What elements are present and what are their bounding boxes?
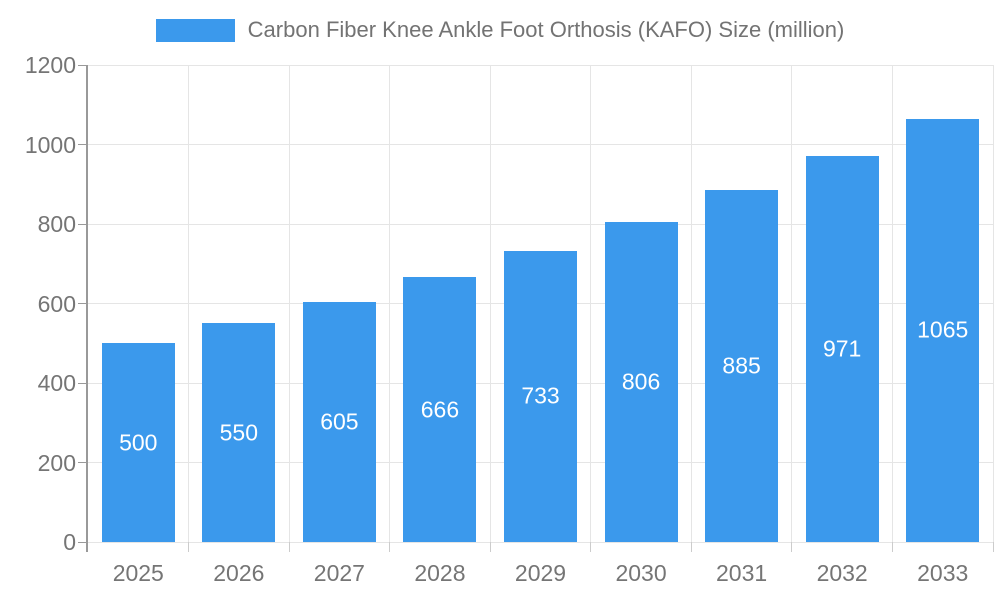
bar[interactable]: 885 <box>705 190 779 542</box>
gridline-vertical <box>690 65 692 542</box>
x-axis-tick <box>389 542 391 552</box>
legend-item[interactable]: Carbon Fiber Knee Ankle Foot Orthosis (K… <box>0 17 1000 43</box>
y-axis-tick <box>78 382 86 384</box>
x-axis-tick <box>590 542 592 552</box>
bar-value-label: 605 <box>320 408 359 435</box>
bar-value-label: 1065 <box>917 316 969 343</box>
x-tick-label: 2032 <box>816 560 868 586</box>
x-tick-label: 2030 <box>615 560 667 586</box>
bar[interactable]: 605 <box>302 301 376 542</box>
y-tick-label: 200 <box>37 449 76 476</box>
gridline-vertical <box>791 65 793 542</box>
x-axis-tick <box>188 542 190 552</box>
bar[interactable]: 806 <box>604 221 678 542</box>
x-tick-label: 2033 <box>917 560 969 586</box>
gridline-vertical <box>992 65 994 542</box>
gridline-vertical <box>188 65 190 542</box>
bar-value-label: 550 <box>219 419 259 446</box>
bar[interactable]: 550 <box>202 323 276 542</box>
bar-value-label: 666 <box>420 396 460 423</box>
bar-value-label: 885 <box>722 352 761 379</box>
y-axis-tick <box>78 64 86 66</box>
bar-value-label: 971 <box>822 335 862 362</box>
bar[interactable]: 500 <box>101 343 175 542</box>
x-tick-label: 2031 <box>716 560 768 586</box>
y-axis-tick <box>78 462 86 463</box>
x-axis-tick <box>489 542 491 552</box>
bar[interactable]: 666 <box>403 277 477 542</box>
x-tick-label: 2026 <box>213 560 265 586</box>
y-axis-tick <box>78 303 86 304</box>
legend-label: Carbon Fiber Knee Ankle Foot Orthosis (K… <box>247 17 845 42</box>
y-axis-tick <box>78 144 86 145</box>
y-tick-label: 800 <box>37 211 76 237</box>
gridline-horizontal <box>88 223 993 225</box>
x-axis-tick <box>992 542 994 552</box>
y-axis-tick <box>78 541 86 543</box>
bar[interactable]: 733 <box>504 250 577 542</box>
bar-value-label: 806 <box>621 368 661 395</box>
bar[interactable]: 1065 <box>906 118 980 542</box>
legend-swatch-icon <box>155 18 235 42</box>
x-axis-tick <box>891 542 893 552</box>
gridline-vertical <box>489 65 491 542</box>
x-axis-tick <box>288 542 290 552</box>
x-tick-label: 2029 <box>514 560 567 586</box>
x-axis-tick <box>690 542 692 552</box>
x-tick-label: 2027 <box>313 560 365 586</box>
gridline-horizontal <box>88 541 993 543</box>
gridline-vertical <box>389 65 391 542</box>
y-tick-label: 600 <box>37 290 76 317</box>
x-tick-label: 2025 <box>112 560 164 586</box>
bar-value-label: 733 <box>521 382 560 409</box>
gridline-vertical <box>891 65 893 542</box>
y-axis-line <box>86 65 88 552</box>
y-tick-label: 1000 <box>24 131 76 158</box>
gridline-horizontal <box>88 64 993 66</box>
x-tick-label: 2028 <box>414 560 466 586</box>
gridline-vertical <box>288 65 290 542</box>
y-tick-label: 1200 <box>24 52 76 78</box>
y-tick-label: 0 <box>63 529 76 555</box>
y-axis-tick <box>78 223 86 225</box>
x-axis-tick <box>791 542 793 552</box>
y-tick-label: 400 <box>37 370 76 396</box>
plot-area: 500 550 605 666 733 806 885 971 1065 <box>78 64 994 552</box>
gridline-horizontal <box>88 144 993 145</box>
bar-value-label: 500 <box>119 429 158 456</box>
gridline-vertical <box>590 65 592 542</box>
bar[interactable]: 971 <box>805 156 879 542</box>
